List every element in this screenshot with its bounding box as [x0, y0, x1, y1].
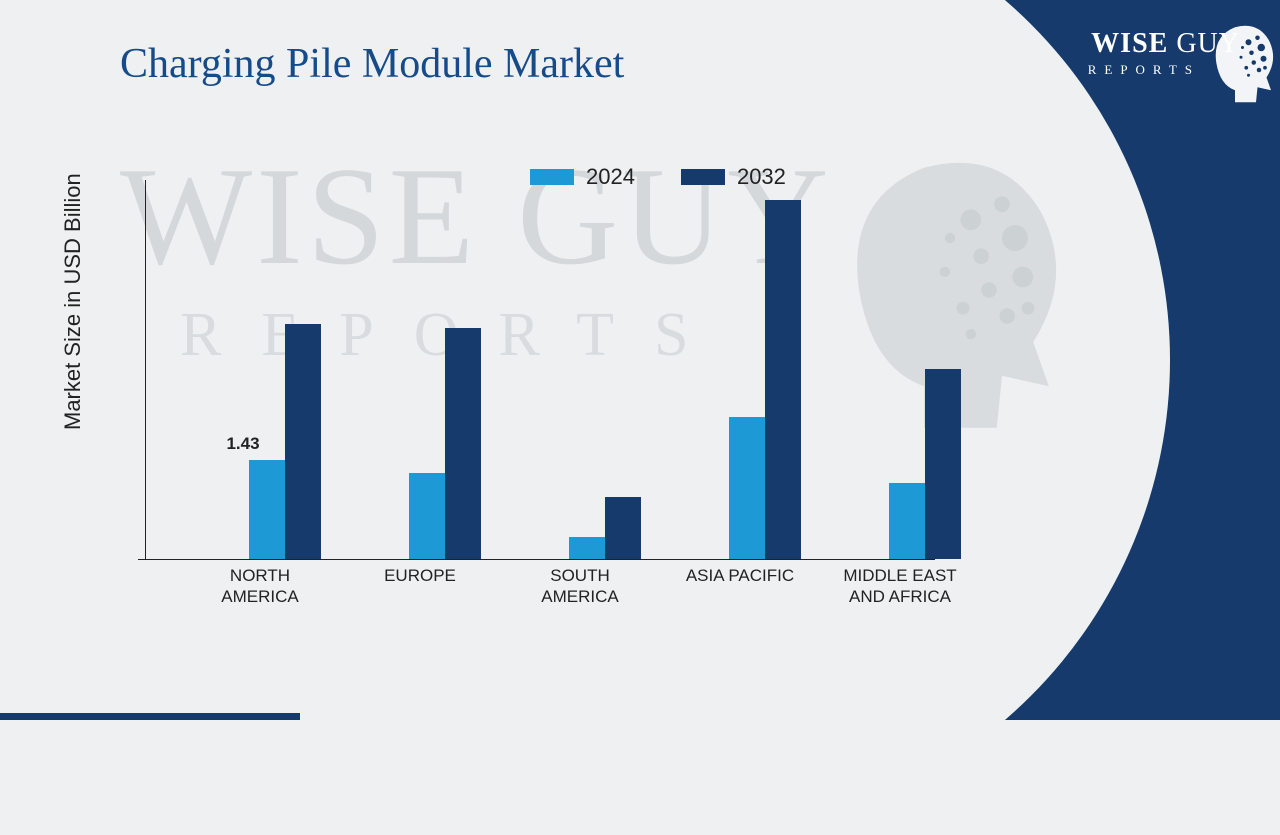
legend-label-2024: 2024: [586, 164, 635, 190]
plot-area: 1.43: [145, 180, 935, 560]
logo-subtitle: REPORTS: [1088, 62, 1200, 78]
y-tick: [138, 559, 146, 561]
bar: [445, 328, 481, 559]
category-label: SOUTH AMERICA: [515, 565, 645, 608]
bar: [889, 483, 925, 559]
legend-item-2032: 2032: [681, 164, 786, 190]
chart: Market Size in USD Billion 1.43 NORTH AM…: [50, 150, 950, 710]
bar-group: [225, 324, 345, 559]
logo-word1: WISE: [1091, 28, 1168, 59]
bar: [285, 324, 321, 559]
bar: [249, 460, 285, 559]
bar: [765, 200, 801, 559]
category-label: ASIA PACIFIC: [675, 565, 805, 586]
bar: [605, 497, 641, 559]
y-axis-label: Market Size in USD Billion: [60, 173, 86, 430]
logo-head-icon: [1205, 20, 1280, 105]
category-label: NORTH AMERICA: [195, 565, 325, 608]
bar-group: [545, 497, 665, 559]
bar-group: [865, 369, 985, 559]
bar: [729, 417, 765, 559]
legend-item-2024: 2024: [530, 164, 635, 190]
footer-accent-bar: [0, 713, 300, 720]
bar: [925, 369, 961, 559]
bar-group: [705, 200, 825, 559]
bar-group: [385, 328, 505, 559]
category-label: MIDDLE EAST AND AFRICA: [835, 565, 965, 608]
legend-swatch-2032: [681, 169, 725, 185]
bar: [569, 537, 605, 559]
page-title: Charging Pile Module Market: [120, 40, 624, 88]
category-label: EUROPE: [355, 565, 485, 586]
bar: [409, 473, 445, 559]
legend-label-2032: 2032: [737, 164, 786, 190]
legend-swatch-2024: [530, 169, 574, 185]
legend: 2024 2032: [530, 164, 786, 190]
